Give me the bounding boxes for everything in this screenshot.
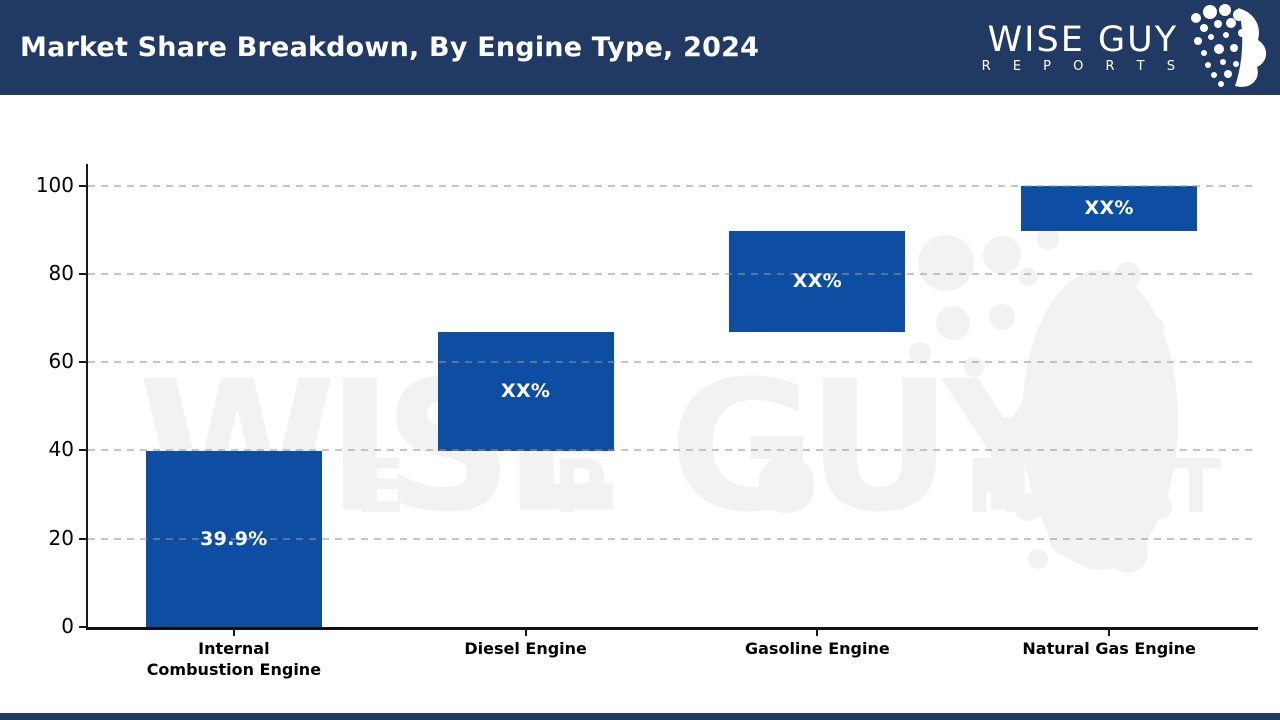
logo-subtitle: R E P O R T S — [981, 59, 1184, 75]
x-axis-category-label: Internal Combustion Engine — [88, 638, 380, 680]
bar-value-label: XX% — [501, 380, 551, 403]
wiseguy-logo: WISE GUY R E P O R T S — [982, 4, 1270, 92]
gridline — [88, 361, 1255, 364]
category-label-line: Natural Gas Engine — [1022, 639, 1196, 658]
y-tick-label: 100 — [35, 172, 74, 197]
watermark-head-icon — [909, 228, 1178, 573]
x-axis-category-label: Gasoline Engine — [672, 638, 964, 659]
y-tick-mark — [79, 272, 87, 275]
y-tick-label: 40 — [48, 437, 74, 462]
x-axis-category-label: Natural Gas Engine — [963, 638, 1255, 659]
logo-wordmark: WISE GUY — [987, 19, 1179, 60]
x-axis-line — [86, 627, 1258, 630]
logo-head-icon — [1191, 4, 1267, 87]
y-tick-mark — [79, 184, 87, 187]
waterfall-bar — [437, 331, 614, 451]
y-tick-mark — [79, 449, 87, 452]
header-bar: Market Share Breakdown, By Engine Type, … — [0, 0, 1280, 95]
y-tick-label: 80 — [48, 260, 74, 285]
x-tick-mark — [524, 627, 527, 636]
gridline — [88, 272, 1255, 275]
x-axis-category-label: Diesel Engine — [380, 638, 672, 659]
y-tick-label: 60 — [48, 349, 74, 374]
y-tick-mark — [79, 361, 87, 364]
y-axis-line — [86, 164, 88, 628]
logo-text: WISE GUY R E P O R T S — [981, 19, 1184, 75]
x-tick-mark — [816, 627, 819, 636]
waterfall-bar — [1021, 185, 1198, 231]
plot-area: WISE GUY R E P O R T S 39.9%InternalComb… — [0, 95, 1280, 713]
category-label-line: Combustion Engine — [146, 660, 322, 680]
chart-title: Market Share Breakdown, By Engine Type, … — [20, 32, 760, 63]
footer-bar — [0, 713, 1280, 720]
gridline — [88, 449, 1255, 452]
waterfall-bar — [729, 230, 906, 332]
bar-value-label: 39.9% — [200, 527, 268, 550]
gridline — [88, 537, 1255, 540]
category-label-line: Diesel Engine — [464, 639, 587, 658]
gridline — [88, 184, 1255, 187]
y-tick-mark — [79, 537, 87, 540]
x-tick-mark — [232, 627, 235, 636]
bar-value-label: XX% — [1084, 197, 1134, 220]
x-tick-mark — [1108, 627, 1111, 636]
category-label-line: Internal — [198, 639, 270, 658]
y-tick-label: 0 — [61, 614, 74, 638]
y-tick-label: 20 — [48, 525, 74, 550]
category-label-line: Gasoline Engine — [745, 639, 890, 658]
y-tick-mark — [79, 626, 87, 628]
bar-value-label: XX% — [792, 270, 842, 293]
